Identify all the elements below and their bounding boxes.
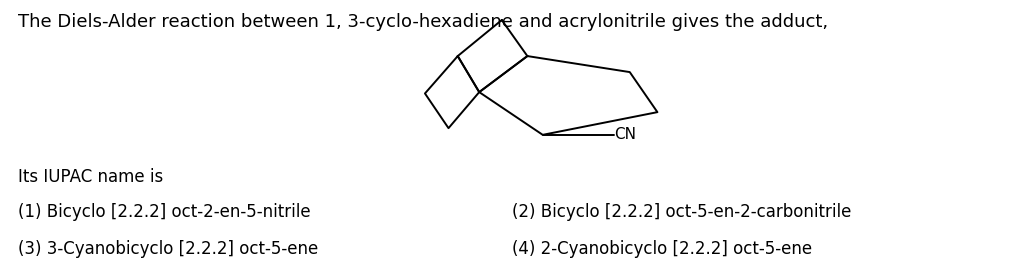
Text: The Diels-Alder reaction between 1, 3-cyclo-hexadiene and acrylonitrile gives th: The Diels-Alder reaction between 1, 3-cy…: [18, 13, 828, 31]
Text: (3) 3-Cyanobicyclo [2.2.2] oct-5-ene: (3) 3-Cyanobicyclo [2.2.2] oct-5-ene: [18, 240, 318, 258]
Text: Its IUPAC name is: Its IUPAC name is: [18, 168, 164, 186]
Text: CN: CN: [614, 127, 636, 142]
Text: (2) Bicyclo [2.2.2] oct-5-en-2-carbonitrile: (2) Bicyclo [2.2.2] oct-5-en-2-carbonitr…: [512, 203, 851, 221]
Text: (1) Bicyclo [2.2.2] oct-2-en-5-nitrile: (1) Bicyclo [2.2.2] oct-2-en-5-nitrile: [18, 203, 311, 221]
Text: (4) 2-Cyanobicyclo [2.2.2] oct-5-ene: (4) 2-Cyanobicyclo [2.2.2] oct-5-ene: [512, 240, 812, 258]
